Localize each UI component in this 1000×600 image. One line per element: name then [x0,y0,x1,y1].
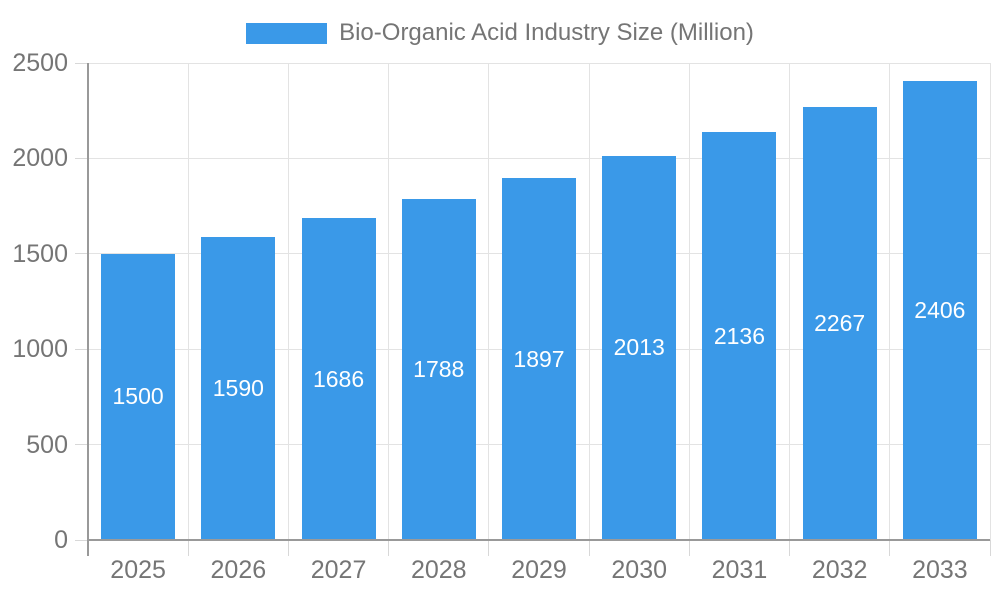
bar[interactable]: 1897 [502,178,576,540]
bar-value-label: 1788 [413,355,465,382]
y-axis-tick [75,157,87,159]
x-axis-tick-label: 2031 [711,556,768,584]
bar-value-label: 1686 [312,365,365,392]
bar[interactable]: 2267 [802,107,877,540]
bar[interactable]: 2013 [602,155,677,540]
gridline-vertical [488,63,490,540]
bar[interactable]: 2136 [702,132,777,540]
y-axis-tick-label: 0 [54,526,68,554]
y-axis-tick-label: 2500 [12,49,68,77]
bar-value-label: 1590 [212,374,264,401]
bar-value-label: 1897 [513,345,565,372]
y-axis-tick-label: 2000 [12,144,68,173]
x-axis-tick [588,540,590,556]
x-axis-tick [187,540,189,556]
x-axis-tick [388,540,390,556]
y-axis-tick [75,348,87,350]
bar-value-label: 2136 [713,322,766,349]
gridline-vertical [889,63,891,540]
plot-area: 1500 1590 1686 1788 1897 2013 2136 2267 2406 0 500… [12,51,991,583]
gridline-vertical [388,63,390,540]
y-axis-tick [75,539,87,541]
bar-value-label: 2013 [613,334,665,361]
x-axis-tick-label: 2028 [410,556,467,584]
bar[interactable]: 2406 [902,80,977,540]
bar[interactable]: 1500 [101,253,176,540]
x-axis-tick [989,540,991,556]
bar-value-label: 2267 [814,310,866,337]
y-axis-line [87,63,89,556]
y-axis-tick-label: 500 [26,430,68,459]
x-axis-tick [889,540,891,556]
gridline-vertical [688,63,690,540]
gridline-vertical [187,63,189,540]
gridline-vertical [989,63,991,540]
gridline-horizontal [88,157,990,159]
bar[interactable]: 1788 [401,198,476,540]
x-axis-tick-label: 2033 [912,556,968,584]
y-axis-tick-label: 1500 [12,239,68,268]
x-axis-tick [688,540,690,556]
y-axis-tick [75,62,87,64]
bar-value-label: 1500 [112,383,164,410]
legend-label: Bio-Organic Acid Industry Size (Million) [339,19,754,46]
gridline-vertical [789,63,791,540]
gridline-horizontal [88,62,990,64]
bar-value-label: 2406 [914,296,966,323]
y-axis-tick [75,253,87,255]
legend-swatch [246,22,328,44]
y-axis-tick-label: 1000 [12,335,68,364]
y-axis-tick [75,444,87,446]
x-axis-tick-label: 2025 [110,556,166,584]
legend-item[interactable]: Bio-Organic Acid Industry Size (Million) [0,12,1000,54]
bar[interactable]: 1686 [301,218,376,540]
x-axis-tick [287,540,289,556]
x-axis-tick [488,540,490,556]
gridline-vertical [287,63,289,540]
x-axis-line [88,539,990,541]
x-axis-tick-label: 2032 [811,556,868,584]
x-axis-tick-label: 2029 [511,556,567,584]
bar[interactable]: 1590 [201,236,276,540]
x-axis-tick-label: 2027 [310,556,367,584]
x-axis-tick-label: 2026 [210,556,267,584]
x-axis-tick-label: 2030 [611,556,668,584]
gridline-vertical [588,63,590,540]
x-axis-tick [789,540,791,556]
